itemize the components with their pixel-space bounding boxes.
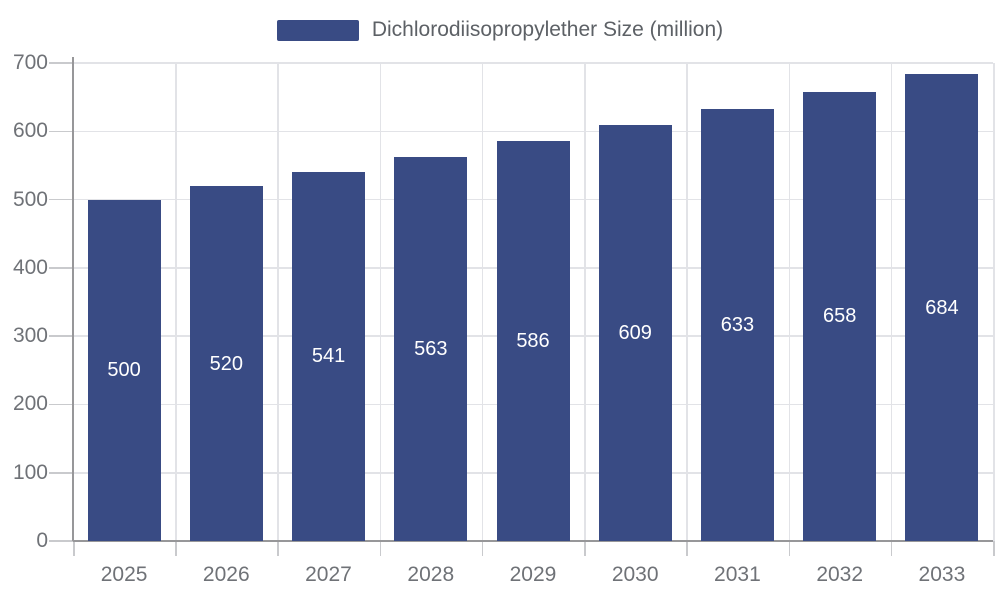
legend-swatch — [276, 19, 359, 41]
x-axis-tick-label: 2026 — [202, 563, 250, 586]
bar[interactable] — [292, 171, 366, 541]
y-axis-tick-label: 700 — [12, 51, 48, 74]
bar-value-label: 520 — [209, 352, 243, 375]
horizontal-gridline — [73, 62, 993, 64]
y-axis-tick-label: 500 — [12, 187, 48, 211]
y-axis-tick-label: 600 — [12, 119, 48, 143]
x-axis-tick-label: 2028 — [407, 563, 455, 586]
vertical-gridline — [890, 63, 893, 541]
y-axis-tick-label: 300 — [12, 324, 48, 348]
y-axis-tick — [49, 403, 73, 406]
bar-value-label: 541 — [311, 345, 346, 368]
bar[interactable] — [905, 73, 979, 541]
legend-label: Dichlorodiisopropylether Size (million) — [371, 18, 724, 41]
vertical-gridline — [379, 63, 382, 541]
y-axis-tick-label: 0 — [36, 529, 48, 552]
x-axis-tick — [890, 541, 893, 556]
x-axis-tick — [175, 541, 177, 556]
vertical-gridline — [277, 63, 279, 541]
y-axis-line — [72, 57, 74, 541]
y-axis-tick — [49, 540, 73, 542]
x-axis-tick — [379, 541, 382, 556]
vertical-gridline — [175, 63, 177, 541]
x-axis-tick — [277, 541, 279, 556]
x-axis-tick — [686, 541, 688, 556]
x-axis-tick-label: 2029 — [509, 563, 557, 586]
bar-value-label: 609 — [618, 322, 652, 345]
vertical-gridline — [584, 63, 586, 541]
bar[interactable] — [87, 199, 161, 541]
x-axis-tick-label: 2031 — [714, 563, 761, 586]
y-axis-tick — [49, 198, 73, 201]
x-axis-tick — [73, 541, 75, 556]
bar[interactable] — [496, 140, 570, 541]
bar[interactable] — [700, 108, 774, 541]
vertical-gridline — [686, 63, 688, 541]
bar-value-label: 563 — [414, 337, 448, 360]
y-axis-tick-label: 100 — [12, 460, 48, 484]
x-axis-tick-label: 2032 — [816, 563, 864, 586]
y-axis-tick — [49, 62, 73, 64]
x-axis-tick-label: 2033 — [918, 563, 966, 586]
vertical-gridline — [993, 63, 995, 541]
y-axis-tick — [49, 267, 73, 269]
bar-value-label: 633 — [720, 313, 755, 336]
bar[interactable] — [803, 91, 877, 541]
x-axis-tick — [788, 541, 791, 556]
x-axis-tick-label: 2027 — [305, 563, 352, 586]
vertical-gridline — [788, 63, 791, 541]
legend[interactable]: Dichlorodiisopropylether Size (million) — [0, 17, 1000, 43]
x-axis-tick-label: 2025 — [100, 563, 148, 586]
bar-value-label: 658 — [823, 305, 857, 328]
bar[interactable] — [598, 125, 672, 541]
x-axis-tick — [481, 541, 484, 556]
horizontal-gridline — [73, 130, 993, 132]
bar-value-label: 684 — [925, 296, 959, 319]
bar-value-label: 500 — [107, 359, 141, 382]
x-axis-tick-label: 2030 — [611, 563, 659, 586]
y-axis-tick — [49, 472, 73, 474]
bar[interactable] — [394, 156, 468, 541]
x-axis-line — [73, 540, 993, 542]
y-axis-tick-label: 200 — [12, 392, 48, 416]
x-axis-tick — [993, 541, 995, 556]
x-axis-tick — [584, 541, 586, 556]
vertical-gridline — [481, 63, 484, 541]
y-axis-tick — [49, 335, 73, 337]
y-axis-tick-label: 400 — [12, 255, 48, 279]
y-axis-tick — [49, 130, 73, 132]
bar[interactable] — [189, 185, 263, 541]
bar-value-label: 586 — [516, 329, 550, 352]
